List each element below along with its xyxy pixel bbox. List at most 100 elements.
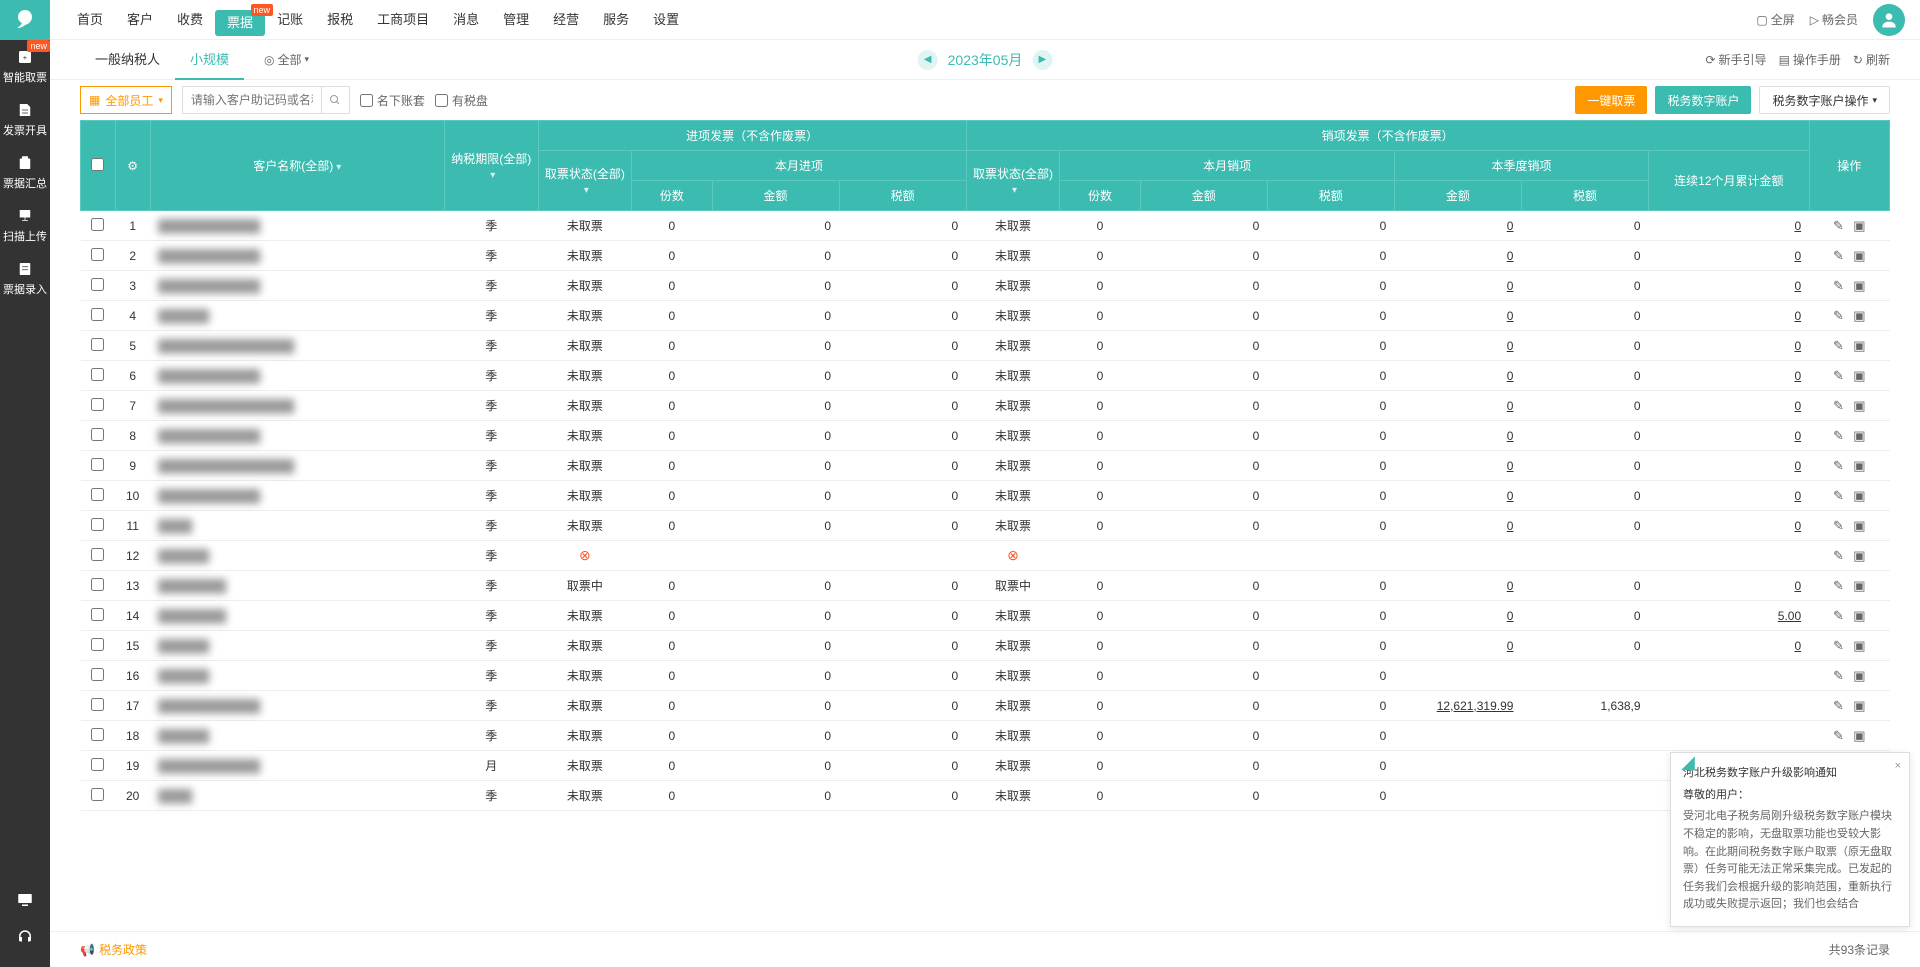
customer-name[interactable]: ████████████ [158,699,260,713]
year-amount[interactable]: 0 [1794,489,1801,503]
quarter-amount[interactable]: 0 [1507,609,1514,623]
row-checkbox[interactable] [91,218,104,231]
sidebar-headset-icon[interactable] [0,920,50,957]
customer-name[interactable]: ██████ [158,309,209,323]
sidebar-item-1[interactable]: 发票开具 [0,93,50,146]
edit-icon[interactable]: ✎ [1833,668,1844,683]
topnav-item-5[interactable]: 报税 [315,0,365,40]
row-checkbox[interactable] [91,278,104,291]
view-icon[interactable]: ▣ [1853,578,1865,593]
customer-name[interactable]: ████████████ [158,219,260,233]
topnav-item-8[interactable]: 管理 [491,0,541,40]
edit-icon[interactable]: ✎ [1833,488,1844,503]
view-icon[interactable]: ▣ [1853,278,1865,293]
row-checkbox[interactable] [91,698,104,711]
quarter-amount[interactable]: 0 [1507,429,1514,443]
sidebar-item-3[interactable]: 扫描上传 [0,199,50,252]
edit-icon[interactable]: ✎ [1833,518,1844,533]
view-icon[interactable]: ▣ [1853,488,1865,503]
row-checkbox[interactable] [91,578,104,591]
edit-icon[interactable]: ✎ [1833,728,1844,743]
customer-name[interactable]: ████████ [158,609,226,623]
year-amount[interactable]: 0 [1794,459,1801,473]
sidebar-item-4[interactable]: 票据录入 [0,252,50,305]
row-checkbox[interactable] [91,458,104,471]
edit-icon[interactable]: ✎ [1833,368,1844,383]
member-button[interactable]: ▷ 畅会员 [1810,11,1858,28]
fetch-invoice-button[interactable]: 一键取票 [1575,86,1647,114]
topnav-item-6[interactable]: 工商项目 [365,0,441,40]
sidebar-monitor-icon[interactable] [0,883,50,920]
topnav-item-9[interactable]: 经营 [541,0,591,40]
view-icon[interactable]: ▣ [1853,248,1865,263]
year-amount[interactable]: 0 [1794,339,1801,353]
row-checkbox[interactable] [91,368,104,381]
customer-name[interactable]: ██████ [158,729,209,743]
quarter-amount[interactable]: 0 [1507,459,1514,473]
row-checkbox[interactable] [91,728,104,741]
customer-name[interactable]: ████████████████ [158,399,294,413]
search-input[interactable] [182,86,322,114]
tax-policy-link[interactable]: 📢 税务政策 [80,941,147,958]
close-icon[interactable]: × [1895,758,1901,776]
edit-icon[interactable]: ✎ [1833,548,1844,563]
gear-icon[interactable]: ⚙ [127,159,138,173]
quarter-amount[interactable]: 0 [1507,639,1514,653]
edit-icon[interactable]: ✎ [1833,428,1844,443]
row-checkbox[interactable] [91,758,104,771]
quarter-amount[interactable]: 12,621,319.99 [1437,699,1514,713]
guide-link[interactable]: ⟳ 新手引导 [1705,51,1766,68]
customer-name[interactable]: ████████████ [158,279,260,293]
view-icon[interactable]: ▣ [1853,428,1865,443]
year-amount[interactable]: 0 [1794,519,1801,533]
edit-icon[interactable]: ✎ [1833,398,1844,413]
quarter-amount[interactable]: 0 [1507,219,1514,233]
edit-icon[interactable]: ✎ [1833,248,1844,263]
tax-account-ops-button[interactable]: 税务数字账户操作 ▾ [1759,86,1890,114]
edit-icon[interactable]: ✎ [1833,458,1844,473]
customer-name[interactable]: ████████████ [158,759,260,773]
row-checkbox[interactable] [91,428,104,441]
date-next-button[interactable]: ▶ [1032,50,1052,70]
year-amount[interactable]: 0 [1794,639,1801,653]
edit-icon[interactable]: ✎ [1833,278,1844,293]
customer-name[interactable]: ████████████████ [158,339,294,353]
year-amount[interactable]: 0 [1794,249,1801,263]
topnav-item-3[interactable]: 票据new [215,10,265,36]
edit-icon[interactable]: ✎ [1833,608,1844,623]
filter-icon[interactable]: ▾ [1012,185,1017,196]
topnav-item-2[interactable]: 收费 [165,0,215,40]
sidebar-item-2[interactable]: 票据汇总 [0,146,50,199]
row-checkbox[interactable] [91,248,104,261]
row-checkbox[interactable] [91,398,104,411]
search-button[interactable] [322,86,350,114]
topnav-item-1[interactable]: 客户 [115,0,165,40]
taxdisk-checkbox[interactable]: 有税盘 [435,92,488,109]
sidebar-item-0[interactable]: +智能取票new [0,40,50,93]
view-icon[interactable]: ▣ [1853,338,1865,353]
view-icon[interactable]: ▣ [1853,608,1865,623]
customer-name[interactable]: ████ [158,519,192,533]
year-amount[interactable]: 5.00 [1778,609,1801,623]
quarter-amount[interactable]: 0 [1507,489,1514,503]
view-icon[interactable]: ▣ [1853,518,1865,533]
view-icon[interactable]: ▣ [1853,398,1865,413]
row-checkbox[interactable] [91,668,104,681]
account-checkbox[interactable]: 名下账套 [360,92,425,109]
row-checkbox[interactable] [91,638,104,651]
year-amount[interactable]: 0 [1794,279,1801,293]
edit-icon[interactable]: ✎ [1833,308,1844,323]
view-icon[interactable]: ▣ [1853,728,1865,743]
customer-name[interactable]: ██████ [158,669,209,683]
fullscreen-button[interactable]: ▢ 全屏 [1756,11,1794,28]
year-amount[interactable]: 0 [1794,309,1801,323]
topnav-item-11[interactable]: 设置 [641,0,691,40]
quarter-amount[interactable]: 0 [1507,279,1514,293]
topnav-item-0[interactable]: 首页 [65,0,115,40]
tax-account-button[interactable]: 税务数字账户 [1655,86,1751,114]
customer-name[interactable]: ████████ [158,579,226,593]
view-icon[interactable]: ▣ [1853,698,1865,713]
error-icon[interactable]: ⊗ [579,547,591,563]
date-prev-button[interactable]: ◀ [918,50,938,70]
row-checkbox[interactable] [91,488,104,501]
